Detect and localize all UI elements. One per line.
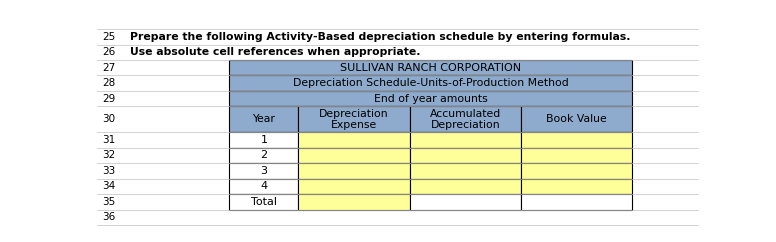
- Bar: [230, 60, 632, 76]
- Bar: [230, 76, 632, 91]
- Text: Depreciation
Expense: Depreciation Expense: [319, 108, 389, 130]
- Bar: [521, 106, 632, 132]
- Text: 26: 26: [102, 47, 115, 57]
- Text: 29: 29: [102, 94, 115, 104]
- Bar: [410, 132, 521, 148]
- Bar: [521, 148, 632, 163]
- Text: 35: 35: [102, 197, 115, 207]
- Text: 25: 25: [102, 32, 115, 42]
- Text: Use absolute cell references when appropriate.: Use absolute cell references when approp…: [130, 47, 421, 57]
- Text: Year: Year: [252, 114, 275, 124]
- Text: 2: 2: [260, 151, 268, 160]
- Bar: [521, 132, 632, 148]
- Bar: [410, 179, 521, 194]
- Bar: [521, 179, 632, 194]
- Text: 32: 32: [102, 151, 115, 160]
- Bar: [299, 148, 410, 163]
- Bar: [521, 194, 632, 210]
- Bar: [410, 194, 521, 210]
- Bar: [521, 163, 632, 179]
- Text: Book Value: Book Value: [546, 114, 607, 124]
- Bar: [299, 179, 410, 194]
- Text: Prepare the following Activity-Based depreciation schedule by entering formulas.: Prepare the following Activity-Based dep…: [130, 32, 631, 42]
- Text: 30: 30: [102, 114, 115, 124]
- Text: End of year amounts: End of year amounts: [374, 94, 487, 104]
- Bar: [410, 163, 521, 179]
- Text: SULLIVAN RANCH CORPORATION: SULLIVAN RANCH CORPORATION: [340, 63, 521, 73]
- Text: 27: 27: [102, 63, 115, 73]
- Text: Total: Total: [251, 197, 277, 207]
- Text: 1: 1: [261, 135, 268, 145]
- Bar: [230, 148, 299, 163]
- Bar: [299, 106, 410, 132]
- Text: 33: 33: [102, 166, 115, 176]
- Bar: [299, 194, 410, 210]
- Bar: [230, 179, 299, 194]
- Text: 34: 34: [102, 182, 115, 191]
- Text: Accumulated
Depreciation: Accumulated Depreciation: [430, 108, 501, 130]
- Bar: [230, 132, 299, 148]
- Bar: [230, 91, 632, 106]
- Bar: [299, 132, 410, 148]
- Bar: [410, 148, 521, 163]
- Text: 36: 36: [102, 212, 115, 222]
- Bar: [230, 194, 299, 210]
- Bar: [230, 163, 299, 179]
- Text: 31: 31: [102, 135, 115, 145]
- Bar: [230, 106, 299, 132]
- Text: 28: 28: [102, 78, 115, 88]
- Text: 4: 4: [260, 182, 268, 191]
- Bar: [410, 106, 521, 132]
- Text: 3: 3: [261, 166, 268, 176]
- Text: Depreciation Schedule-Units-of-Production Method: Depreciation Schedule-Units-of-Productio…: [293, 78, 569, 88]
- Bar: [299, 163, 410, 179]
